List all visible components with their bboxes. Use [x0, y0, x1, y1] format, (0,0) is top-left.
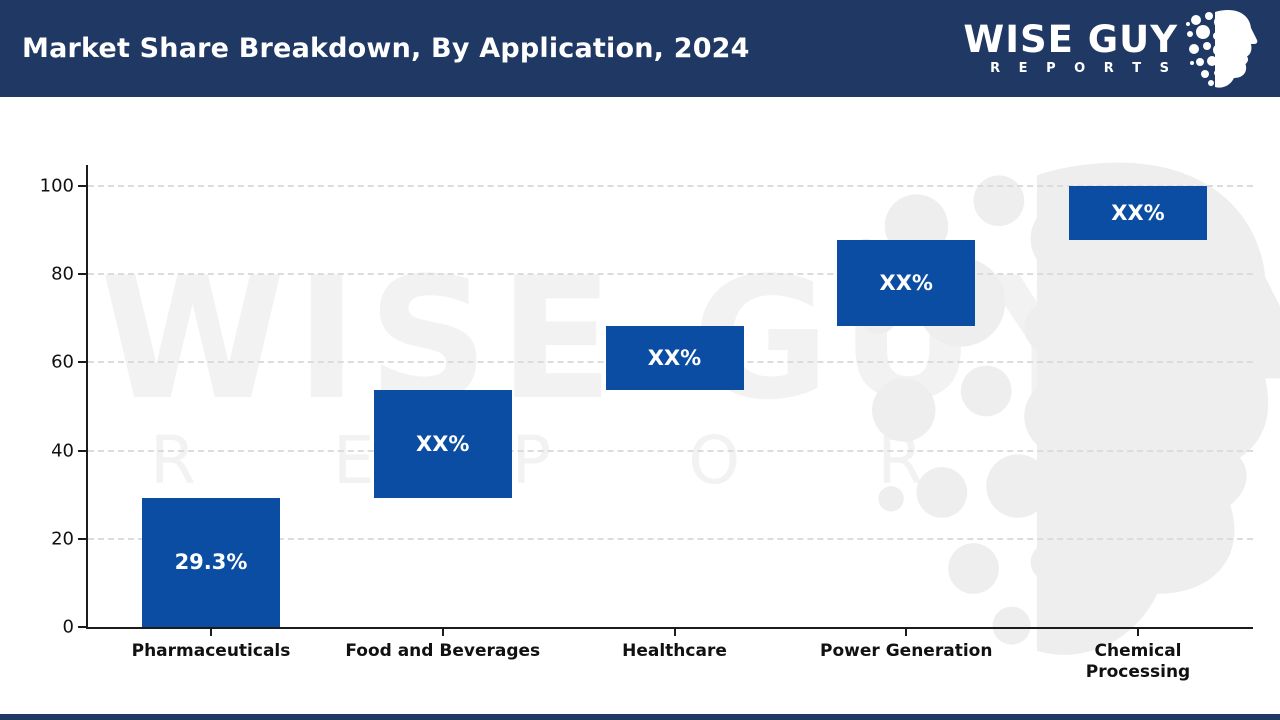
- y-tick-mark-0: [78, 626, 86, 628]
- gridline-40: [88, 449, 1253, 452]
- bar-value-label-pharmaceuticals: 29.3%: [174, 550, 248, 575]
- bar-value-label-chemical-processing: XX%: [1111, 200, 1165, 225]
- y-axis-spine: [86, 165, 88, 629]
- x-tick-mark-food-and-beverages: [441, 627, 444, 636]
- bar-value-label-healthcare: XX%: [647, 345, 702, 370]
- dotted-face-icon: [1186, 9, 1258, 88]
- y-tick-mark-20: [78, 537, 86, 540]
- y-tick-mark-80: [78, 273, 86, 276]
- x-label-pharmaceuticals: Pharmaceuticals: [131, 641, 291, 661]
- wise-guy-reports-logo: WISE GUY R E P O R T S: [963, 8, 1258, 90]
- y-tick-mark-100: [78, 185, 86, 187]
- x-tick-mark-healthcare: [673, 627, 676, 636]
- bar-power-generation: XX%: [837, 239, 976, 326]
- bar-food-and-beverages: XX%: [373, 390, 512, 498]
- y-tick-label-20: 20: [51, 528, 74, 550]
- bar-healthcare: XX%: [605, 325, 744, 391]
- gridline-20: [88, 537, 1253, 540]
- x-tick-mark-power-generation: [905, 627, 908, 636]
- bar-value-label-food-and-beverages: XX%: [416, 431, 470, 456]
- logo-text: WISE GUY R E P O R T S: [963, 21, 1178, 76]
- page-title: Market Share Breakdown, By Application, …: [22, 33, 750, 64]
- x-axis-spine: [86, 627, 1253, 629]
- bar-value-label-power-generation: XX%: [879, 270, 933, 295]
- chart-plot-area: 0 20 40 60 80 100 29.3% Pharmaceuticals XX% Food …: [0, 97, 1280, 714]
- x-label-power-generation: Power Generation: [820, 641, 993, 661]
- logo-subtitle: R E P O R T S: [990, 61, 1176, 76]
- bar-pharmaceuticals: 29.3%: [142, 497, 280, 627]
- x-label-food-and-beverages: Food and Beverages: [345, 641, 541, 661]
- y-tick-label-40: 40: [51, 440, 74, 462]
- y-tick-label-60: 60: [51, 351, 74, 373]
- y-tick-label-80: 80: [51, 263, 74, 285]
- logo-wordmark: WISE GUY: [963, 18, 1178, 61]
- x-tick-mark-pharmaceuticals: [210, 627, 212, 636]
- gridline-80: [88, 273, 1253, 276]
- x-label-chemical-processing: Chemical Processing: [1085, 641, 1191, 683]
- y-tick-label-100: 100: [39, 175, 74, 197]
- y-tick-mark-40: [78, 449, 86, 452]
- y-tick-mark-60: [78, 361, 86, 364]
- y-tick-label-0: 0: [62, 616, 74, 638]
- gridline-100: [88, 185, 1253, 187]
- bar-chemical-processing: XX%: [1069, 186, 1207, 240]
- x-label-healthcare: Healthcare: [622, 641, 727, 661]
- header-bar: Market Share Breakdown, By Application, …: [0, 0, 1280, 97]
- footer-bar: [0, 714, 1280, 720]
